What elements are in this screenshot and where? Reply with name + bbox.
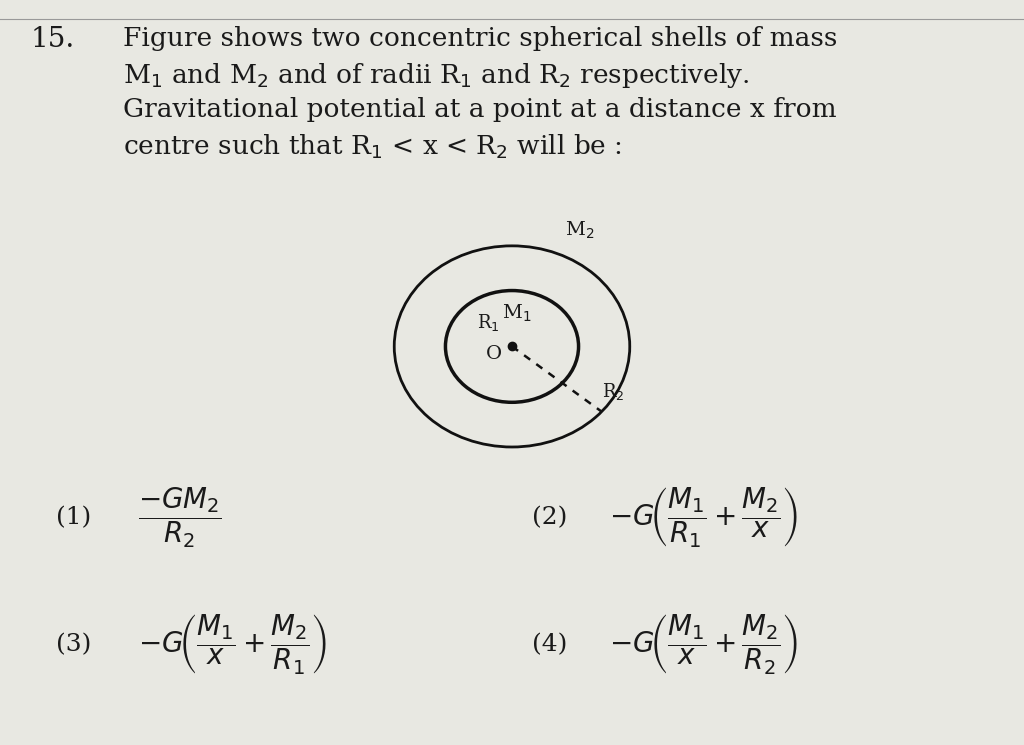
Text: O: O: [485, 345, 502, 363]
Text: (1): (1): [56, 507, 91, 529]
Text: M$_1$: M$_1$: [503, 302, 531, 323]
Text: R$_2$: R$_2$: [602, 381, 625, 402]
Text: $-G\!\left(\dfrac{M_1}{x}+\dfrac{M_2}{R_1}\right)$: $-G\!\left(\dfrac{M_1}{x}+\dfrac{M_2}{R_…: [138, 612, 327, 676]
Text: $\dfrac{-GM_2}{R_2}$: $\dfrac{-GM_2}{R_2}$: [138, 486, 222, 550]
Text: centre such that R$_1$ < x < R$_2$ will be :: centre such that R$_1$ < x < R$_2$ will …: [123, 133, 622, 161]
Text: $-G\!\left(\dfrac{M_1}{x}+\dfrac{M_2}{R_2}\right)$: $-G\!\left(\dfrac{M_1}{x}+\dfrac{M_2}{R_…: [609, 612, 798, 676]
Text: $-G\!\left(\dfrac{M_1}{R_1}+\dfrac{M_2}{x}\right)$: $-G\!\left(\dfrac{M_1}{R_1}+\dfrac{M_2}{…: [609, 486, 798, 550]
Text: Figure shows two concentric spherical shells of mass: Figure shows two concentric spherical sh…: [123, 26, 838, 51]
Text: 15.: 15.: [31, 26, 75, 53]
Text: R$_1$: R$_1$: [477, 312, 500, 333]
Text: Gravitational potential at a point at a distance x from: Gravitational potential at a point at a …: [123, 97, 837, 122]
Text: (4): (4): [532, 633, 568, 656]
Text: M$_2$: M$_2$: [565, 220, 594, 241]
Text: M$_1$ and M$_2$ and of radii R$_1$ and R$_2$ respectively.: M$_1$ and M$_2$ and of radii R$_1$ and R…: [123, 61, 750, 90]
Text: (2): (2): [532, 507, 568, 529]
Text: (3): (3): [56, 633, 92, 656]
